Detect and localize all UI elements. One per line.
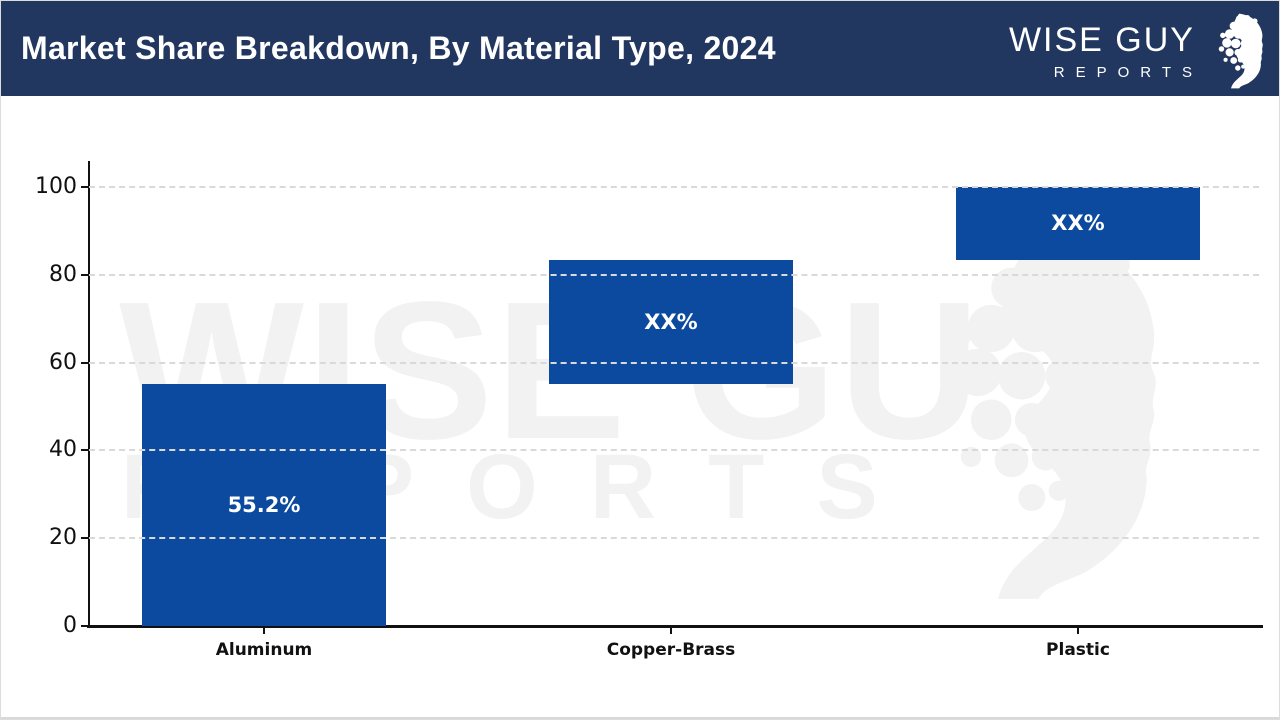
- gridline-40: [89, 449, 1259, 452]
- bar-aluminum: 55.2%: [142, 383, 386, 626]
- x-tick-aluminum: [263, 627, 265, 634]
- logo-wiseguy-text: WISE GUY: [1008, 21, 1195, 59]
- chart-title: Market Share Breakdown, By Material Type…: [21, 30, 776, 66]
- bar-plastic: XX%: [956, 187, 1200, 260]
- x-tick-copper-brass: [670, 627, 672, 634]
- watermark-face-icon: [937, 227, 1156, 599]
- x-category-label: Aluminum: [215, 640, 313, 660]
- y-tick-0: [81, 625, 89, 627]
- header-band: Market Share Breakdown, By Material Type…: [1, 1, 1279, 96]
- gridline-60: [89, 361, 1259, 364]
- bar-copper-brass: XX%: [549, 259, 793, 384]
- y-tick-20: [81, 537, 89, 540]
- y-tick-40: [81, 449, 89, 452]
- bar-value-label: XX%: [1051, 211, 1105, 236]
- y-tick-80: [81, 273, 89, 276]
- y-tick-label-20: 20: [49, 525, 77, 551]
- bar-value-label: XX%: [644, 309, 698, 334]
- bottom-divider: [1, 717, 1279, 719]
- x-axis-line: [87, 625, 1263, 628]
- y-axis-line: [88, 161, 90, 627]
- y-tick-label-0: 0: [63, 613, 77, 638]
- gridline-100: [89, 186, 1259, 188]
- x-category-label: Copper-Brass: [606, 640, 736, 660]
- logo-reports-text: REPORTS: [1053, 64, 1203, 81]
- y-tick-label-60: 60: [49, 349, 77, 375]
- gridline-80: [89, 273, 1259, 276]
- y-tick-100: [81, 186, 89, 188]
- bar-value-label: 55.2%: [227, 492, 301, 517]
- logo-face-icon: [1218, 13, 1263, 89]
- wise-guy-reports-logo: WISE GUY REPORTS: [1008, 7, 1267, 91]
- gridline-20: [89, 537, 1259, 540]
- y-tick-label-100: 100: [35, 174, 77, 199]
- y-tick-60: [81, 361, 89, 364]
- x-tick-plastic: [1077, 627, 1079, 634]
- y-tick-label-80: 80: [49, 261, 77, 287]
- y-tick-label-40: 40: [49, 437, 77, 463]
- x-category-label: Plastic: [1046, 640, 1110, 660]
